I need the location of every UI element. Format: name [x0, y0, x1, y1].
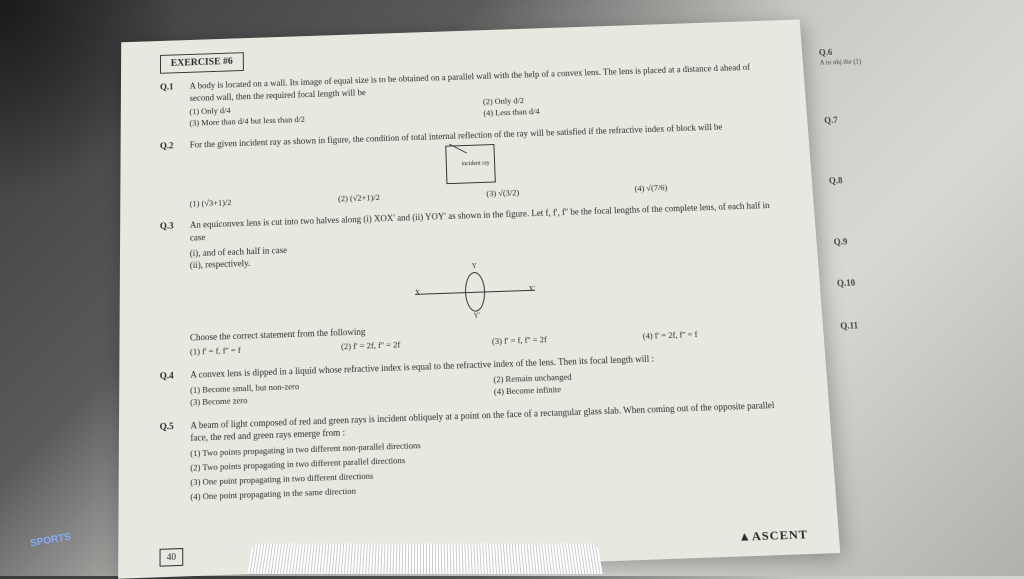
- axis-x-label: X: [415, 289, 420, 299]
- lens-shape-icon: [464, 272, 485, 312]
- q3-label: Q.3: [160, 220, 188, 233]
- margin-q9: Q.9: [833, 234, 876, 248]
- q3-opt4: (4) f' = 2f, f'' = f: [642, 326, 793, 343]
- brand-logo: ▲ASCENT: [738, 526, 809, 546]
- question-1: Q.1 A body is located on a wall. Its ima…: [160, 61, 777, 131]
- q2-diagram-label: incident ray: [461, 159, 489, 168]
- q1-label: Q.1: [160, 80, 187, 93]
- margin-q6-sub: A to obj the (1): [819, 57, 861, 68]
- right-margin-questions: Q.6 A to obj the (1) Q.7 Q.8 Q.9 Q.10 Q.…: [818, 46, 887, 383]
- question-2: Q.2 For the given incident ray as shown …: [160, 119, 783, 211]
- margin-q6: Q.6 A to obj the (1): [818, 46, 861, 68]
- exercise-header: EXERCISE #6: [160, 52, 243, 74]
- q2-opt3: (3) √(3/2): [486, 183, 635, 200]
- q3-opt1: (1) f' = f, f'' = f: [190, 342, 341, 359]
- q2-diagram: incident ray: [445, 144, 496, 184]
- axis-y2-label: Y': [473, 312, 480, 322]
- axis-y-label: Y: [472, 262, 477, 272]
- axis-x2-label: X': [528, 285, 535, 295]
- question-3: Q.3 An equiconvex lens is cut into two h…: [160, 199, 794, 360]
- margin-q8: Q.8: [828, 174, 871, 188]
- q3-opt2: (2) f' = 2f, f'' = 2f: [341, 336, 492, 353]
- sports-label: SPORTS: [29, 532, 71, 550]
- page-number: 40: [160, 548, 184, 566]
- question-5: Q.5 A beam of light composed of red and …: [160, 398, 805, 505]
- q4-label: Q.4: [160, 369, 188, 383]
- margin-q11: Q.11: [840, 318, 884, 332]
- q2-opt1: (1) (√3+1)/2: [190, 193, 339, 210]
- notebook-spiral-icon: [247, 544, 602, 574]
- q2-opt2: (2) (√2+1)/2: [338, 188, 487, 205]
- brand-text: ASCENT: [751, 527, 808, 544]
- q3-lens-diagram: X X' Y Y': [414, 265, 536, 319]
- q2-label: Q.2: [160, 139, 188, 152]
- q3-opt3: (3) f' = f, f'' = 2f: [492, 331, 643, 348]
- q2-opt4: (4) √(7/6): [634, 178, 783, 195]
- page-content: EXERCISE #6 Q.1 A body is located on a w…: [118, 20, 840, 579]
- margin-q10: Q.10: [836, 276, 880, 290]
- q5-label: Q.5: [160, 419, 188, 433]
- margin-q7: Q.7: [824, 114, 867, 127]
